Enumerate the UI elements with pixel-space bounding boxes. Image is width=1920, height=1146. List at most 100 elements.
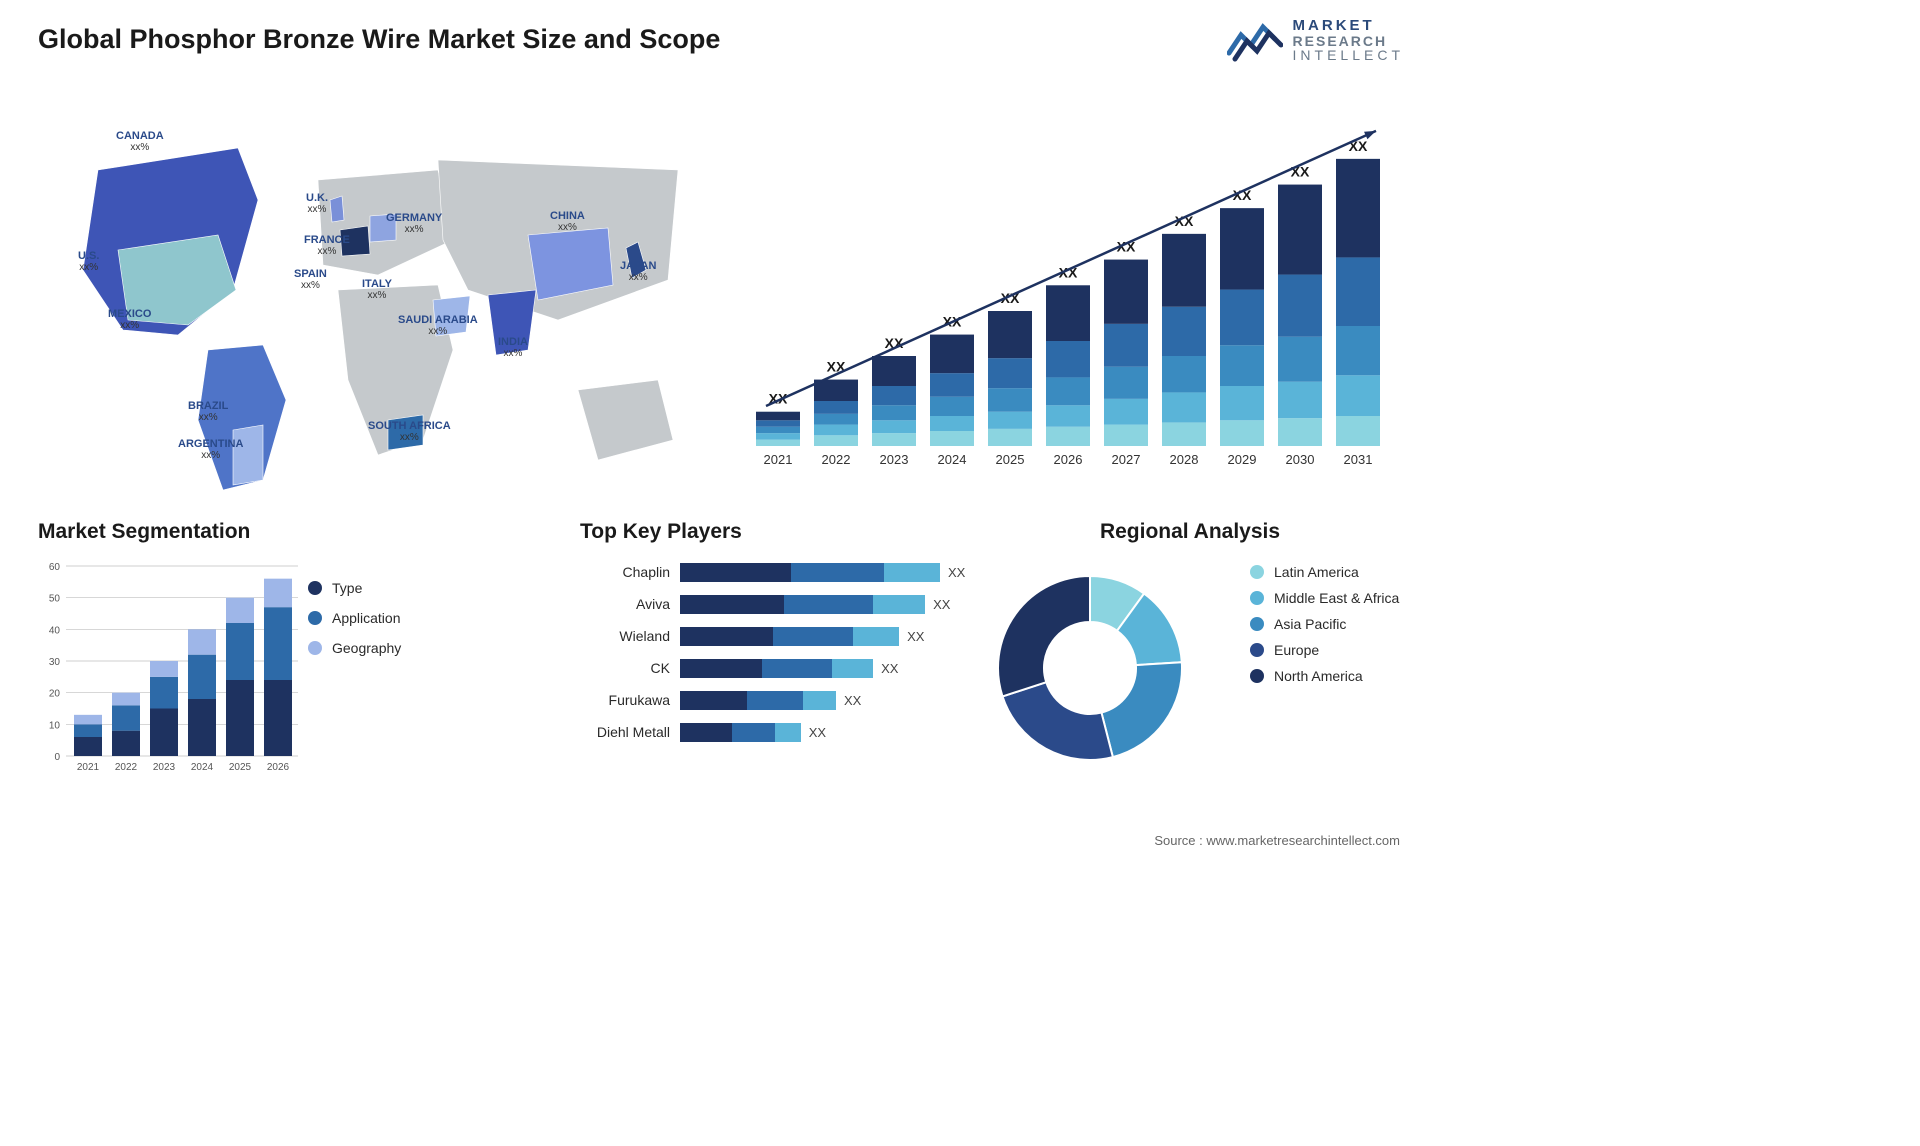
key-player-bar-seg (680, 723, 732, 742)
key-player-row: CK XX (580, 654, 980, 682)
key-player-name: CK (580, 660, 680, 676)
seg-bar-seg (74, 737, 102, 756)
svg-text:50: 50 (49, 594, 61, 605)
growth-bar-seg (1278, 382, 1322, 418)
key-player-bar-seg (680, 595, 784, 614)
growth-bar-seg (814, 435, 858, 446)
source-text: Source : www.marketresearchintellect.com (1154, 833, 1400, 848)
growth-bar-seg (1046, 285, 1090, 341)
svg-text:10: 10 (49, 720, 61, 731)
donut-slice-europe (1003, 682, 1113, 760)
growth-bar-seg (872, 405, 916, 420)
growth-year-label: 2023 (880, 452, 909, 467)
growth-bar-seg (1336, 375, 1380, 416)
growth-bar-seg (1104, 324, 1148, 367)
key-player-bar (680, 627, 899, 646)
key-player-bar-seg (884, 563, 940, 582)
growth-bar-seg (1104, 367, 1148, 399)
logo-text-1: MARKET (1293, 18, 1404, 34)
growth-bar-seg (1104, 399, 1148, 425)
key-players-heading: Top Key Players (580, 520, 980, 544)
seg-bar-seg (188, 699, 216, 756)
key-players-block: Top Key Players ChaplinXXAvivaXXWielandX… (580, 520, 980, 780)
page-title: Global Phosphor Bronze Wire Market Size … (38, 24, 720, 55)
growth-bar-seg (1278, 275, 1322, 337)
growth-bar-seg (872, 386, 916, 405)
legend-swatch (1250, 591, 1264, 605)
seg-bar-seg (150, 709, 178, 757)
legend-label: Middle East & Africa (1274, 590, 1399, 606)
key-player-name: Wieland (580, 628, 680, 644)
legend-swatch (1250, 617, 1264, 631)
svg-text:0: 0 (54, 752, 60, 763)
growth-year-label: 2027 (1112, 452, 1141, 467)
growth-bar-seg (988, 412, 1032, 429)
seg-bar-seg (112, 731, 140, 756)
legend-label: Asia Pacific (1274, 616, 1346, 632)
legend-label: Latin America (1274, 564, 1359, 580)
legend-label: Geography (332, 640, 401, 656)
key-player-bar-seg (775, 723, 801, 742)
key-player-bar-seg (680, 691, 747, 710)
growth-bar-seg (756, 427, 800, 433)
seg-bar-seg (150, 661, 178, 677)
regional-legend-item: Middle East & Africa (1250, 590, 1400, 606)
key-player-row: Furukawa XX (580, 686, 980, 714)
growth-bar-label: XX (1349, 138, 1368, 154)
map-label-south-africa: SOUTH AFRICAxx% (368, 420, 451, 443)
segmentation-block: Market Segmentation 01020304050602021202… (38, 520, 458, 780)
key-player-name: Diehl Metall (580, 724, 680, 740)
legend-swatch (1250, 565, 1264, 579)
legend-label: Type (332, 580, 362, 596)
seg-bar-seg (226, 680, 254, 756)
growth-bar-seg (1278, 337, 1322, 382)
seg-bar-seg (150, 677, 178, 709)
key-player-bar-seg (873, 595, 925, 614)
key-player-bar-seg (773, 627, 853, 646)
key-player-row: AvivaXX (580, 590, 980, 618)
seg-bar-seg (74, 724, 102, 737)
key-player-name: Chaplin (580, 564, 680, 580)
growth-bar-seg (988, 358, 1032, 388)
legend-label: Application (332, 610, 401, 626)
key-player-bar-seg (747, 691, 803, 710)
map-label-u.s.: U.S.xx% (78, 250, 99, 273)
growth-bar-seg (1162, 392, 1206, 422)
growth-bar-seg (872, 356, 916, 386)
world-map: CANADAxx%U.S.xx%MEXICOxx%BRAZILxx%ARGENT… (38, 100, 698, 500)
key-player-bar (680, 595, 925, 614)
key-player-bar-seg (832, 659, 873, 678)
growth-bar-seg (1336, 416, 1380, 446)
seg-bar-seg (74, 715, 102, 725)
brand-logo: MARKET RESEARCH INTELLECT (1227, 18, 1404, 63)
growth-bar-seg (1336, 326, 1380, 375)
key-player-row: ChaplinXX (580, 558, 980, 586)
growth-bar-seg (1104, 260, 1148, 324)
key-player-value: XX (836, 693, 861, 708)
growth-bar-seg (1162, 422, 1206, 446)
key-player-bar-seg (680, 627, 773, 646)
growth-bar-seg (1278, 418, 1322, 446)
growth-year-label: 2029 (1228, 452, 1257, 467)
growth-bar-seg (988, 388, 1032, 412)
svg-text:2026: 2026 (267, 762, 290, 773)
seg-legend-item: Type (308, 580, 401, 596)
map-label-india: INDIAxx% (498, 336, 528, 359)
svg-text:60: 60 (49, 562, 61, 573)
key-player-bar (680, 691, 836, 710)
key-player-value: XX (873, 661, 898, 676)
growth-bar-seg (930, 335, 974, 374)
growth-year-label: 2025 (996, 452, 1025, 467)
growth-bar-seg (1336, 257, 1380, 326)
donut-slice-north-america (998, 576, 1090, 696)
seg-legend-item: Application (308, 610, 401, 626)
growth-bar-seg (1046, 341, 1090, 377)
seg-bar-seg (264, 579, 292, 608)
key-player-name: Furukawa (580, 692, 680, 708)
logo-text-3: INTELLECT (1293, 48, 1404, 63)
growth-bar-seg (1046, 427, 1090, 446)
svg-text:2022: 2022 (115, 762, 138, 773)
logo-text-2: RESEARCH (1293, 34, 1404, 49)
donut-slice-asia-pacific (1101, 662, 1182, 757)
svg-text:40: 40 (49, 625, 61, 636)
